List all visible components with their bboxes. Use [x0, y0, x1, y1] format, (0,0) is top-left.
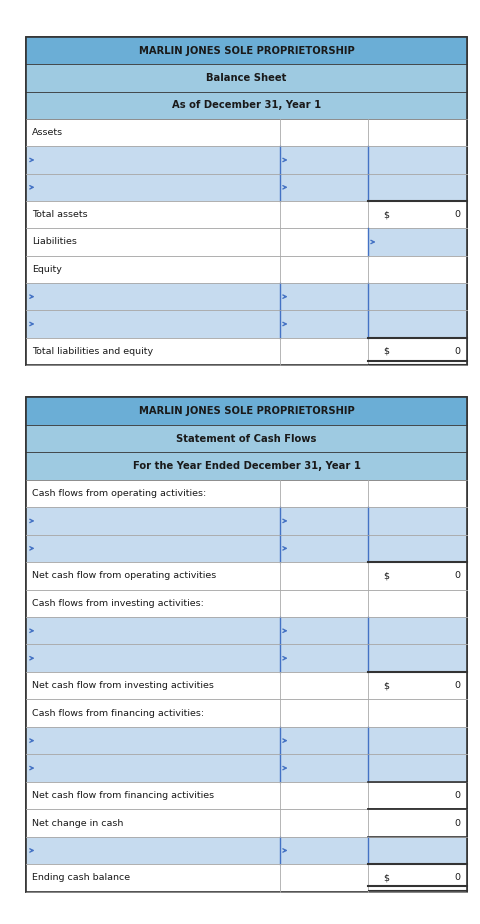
Text: Net change in cash: Net change in cash	[32, 819, 123, 828]
Bar	[26, 782, 466, 809]
Text: $: $	[382, 873, 388, 882]
Bar	[26, 397, 466, 425]
Text: As of December 31, Year 1: As of December 31, Year 1	[171, 101, 321, 110]
Bar	[26, 562, 466, 590]
Text: Total liabilities and equity: Total liabilities and equity	[32, 346, 153, 356]
Bar	[26, 65, 466, 91]
Bar	[26, 256, 466, 283]
Text: Cash flows from financing activities:: Cash flows from financing activities:	[32, 709, 204, 718]
Text: Net cash flow from investing activities: Net cash flow from investing activities	[32, 681, 213, 690]
Text: 0: 0	[453, 571, 459, 580]
Text: Equity: Equity	[32, 265, 61, 274]
Bar	[26, 146, 466, 174]
Bar	[26, 837, 466, 864]
Bar	[26, 672, 466, 699]
Bar	[26, 91, 466, 119]
Text: $: $	[382, 681, 388, 690]
Text: $: $	[382, 571, 388, 580]
Bar	[26, 337, 466, 365]
Text: Cash flows from operating activities:: Cash flows from operating activities:	[32, 489, 205, 498]
Bar	[26, 310, 466, 337]
Text: 0: 0	[453, 819, 459, 828]
Bar	[26, 809, 466, 837]
Bar	[26, 480, 466, 507]
Bar	[26, 201, 466, 228]
Bar	[26, 617, 466, 645]
Bar	[26, 228, 466, 256]
Text: For the Year Ended December 31, Year 1: For the Year Ended December 31, Year 1	[132, 461, 360, 471]
Bar	[26, 283, 466, 310]
Text: Net cash flow from operating activities: Net cash flow from operating activities	[32, 571, 216, 580]
Bar	[26, 535, 466, 562]
Text: MARLIN JONES SOLE PROPRIETORSHIP: MARLIN JONES SOLE PROPRIETORSHIP	[138, 45, 354, 55]
Text: 0: 0	[453, 873, 459, 882]
Text: Ending cash balance: Ending cash balance	[32, 873, 130, 882]
Text: Net cash flow from financing activities: Net cash flow from financing activities	[32, 791, 214, 800]
Bar	[26, 452, 466, 480]
Text: MARLIN JONES SOLE PROPRIETORSHIP: MARLIN JONES SOLE PROPRIETORSHIP	[138, 406, 354, 416]
Bar	[26, 507, 466, 535]
Bar	[26, 119, 466, 146]
Text: 0: 0	[453, 791, 459, 800]
Text: Liabilities: Liabilities	[32, 237, 76, 247]
Bar	[26, 425, 466, 452]
Text: Cash flows from investing activities:: Cash flows from investing activities:	[32, 599, 203, 608]
Bar	[26, 37, 466, 65]
Text: Balance Sheet: Balance Sheet	[206, 73, 286, 83]
Bar	[367, 228, 466, 256]
Text: 0: 0	[453, 681, 459, 690]
Text: Assets: Assets	[32, 128, 63, 137]
Text: Total assets: Total assets	[32, 210, 87, 219]
Text: $: $	[382, 346, 388, 356]
Text: 0: 0	[453, 346, 459, 356]
Bar	[26, 754, 466, 782]
Bar	[26, 590, 466, 617]
Bar	[26, 699, 466, 727]
Text: 0: 0	[453, 210, 459, 219]
Bar	[26, 645, 466, 672]
Bar	[26, 864, 466, 892]
Bar	[26, 174, 466, 201]
Text: Statement of Cash Flows: Statement of Cash Flows	[176, 433, 316, 444]
Bar	[26, 727, 466, 754]
Text: $: $	[382, 210, 388, 219]
